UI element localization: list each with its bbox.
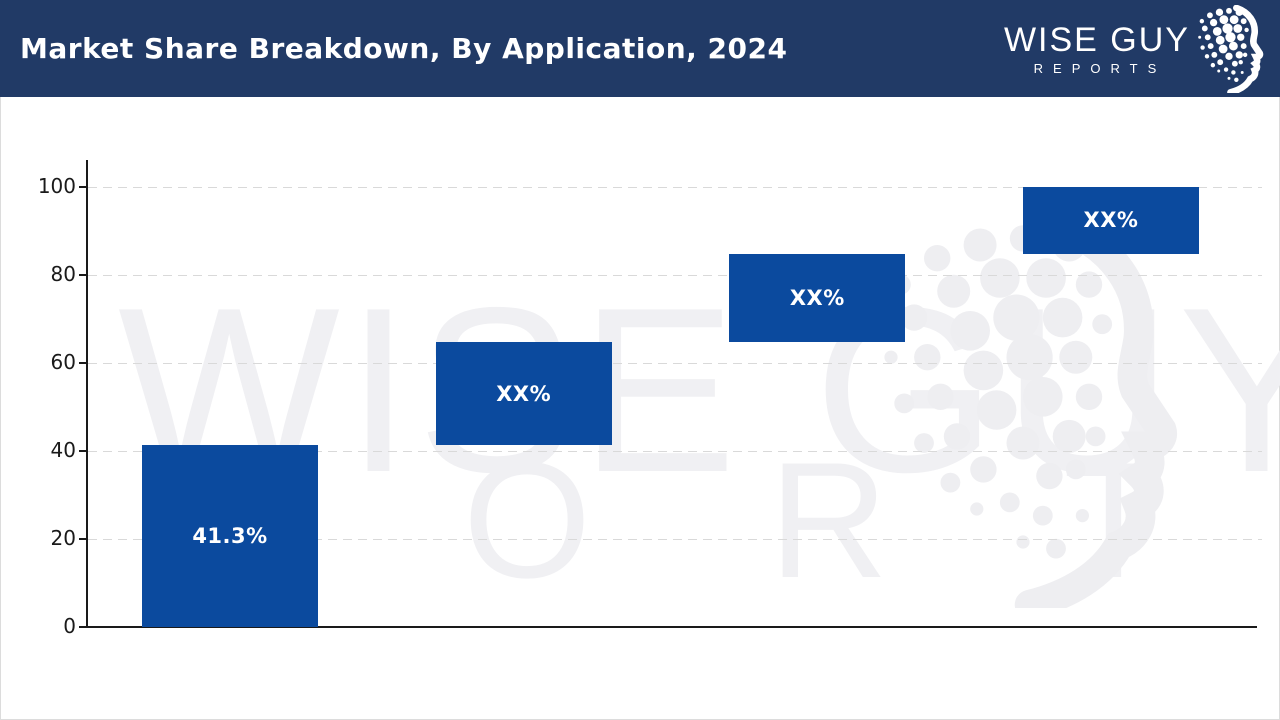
gridline-20 (88, 539, 1262, 540)
gridline-60 (88, 363, 1262, 364)
y-tick-mark-100 (79, 186, 86, 188)
bar-high-performance-computing: XX% (1023, 187, 1199, 254)
x-axis-spine (85, 626, 1257, 628)
y-tick-mark-0 (79, 626, 86, 628)
bar-value-label: XX% (496, 381, 552, 406)
gridline-80 (88, 275, 1262, 276)
y-tick-mark-20 (79, 538, 86, 540)
logo-head-icon (1192, 5, 1266, 93)
logo-wordmark: WISE GUY (1003, 20, 1190, 59)
y-tick-mark-80 (79, 274, 86, 276)
wise-guy-reports-logo: WISE GUY REPORTS (1004, 5, 1280, 93)
bar-telecommunications: XX% (435, 341, 612, 446)
bar-value-label: 41.3% (192, 524, 268, 549)
bar-data-centers: 41.3% (142, 445, 318, 627)
bar-value-label: XX% (1083, 208, 1139, 233)
logo-subtitle: REPORTS (1033, 60, 1167, 76)
chart-title: Market Share Breakdown, By Application, … (20, 32, 788, 65)
y-tick-label-80: 80 (50, 262, 76, 286)
gridline-40 (88, 451, 1262, 452)
chart-area: WISE GUY P O R T S 02040608010041.3%Data… (0, 97, 1280, 720)
gridline-100 (88, 187, 1262, 188)
y-tick-mark-40 (79, 450, 86, 452)
y-tick-label-40: 40 (50, 438, 76, 462)
bar-networking: XX% (729, 253, 906, 342)
y-axis-spine (86, 160, 88, 627)
y-tick-label-20: 20 (50, 526, 76, 550)
watermark-head-icon (858, 212, 1188, 608)
y-tick-label-0: 0 (63, 614, 76, 638)
y-tick-mark-60 (79, 362, 86, 364)
y-tick-label-100: 100 (37, 174, 76, 198)
y-tick-label-60: 60 (50, 350, 76, 374)
bar-value-label: XX% (789, 285, 845, 310)
header-bar: Market Share Breakdown, By Application, … (0, 0, 1280, 97)
